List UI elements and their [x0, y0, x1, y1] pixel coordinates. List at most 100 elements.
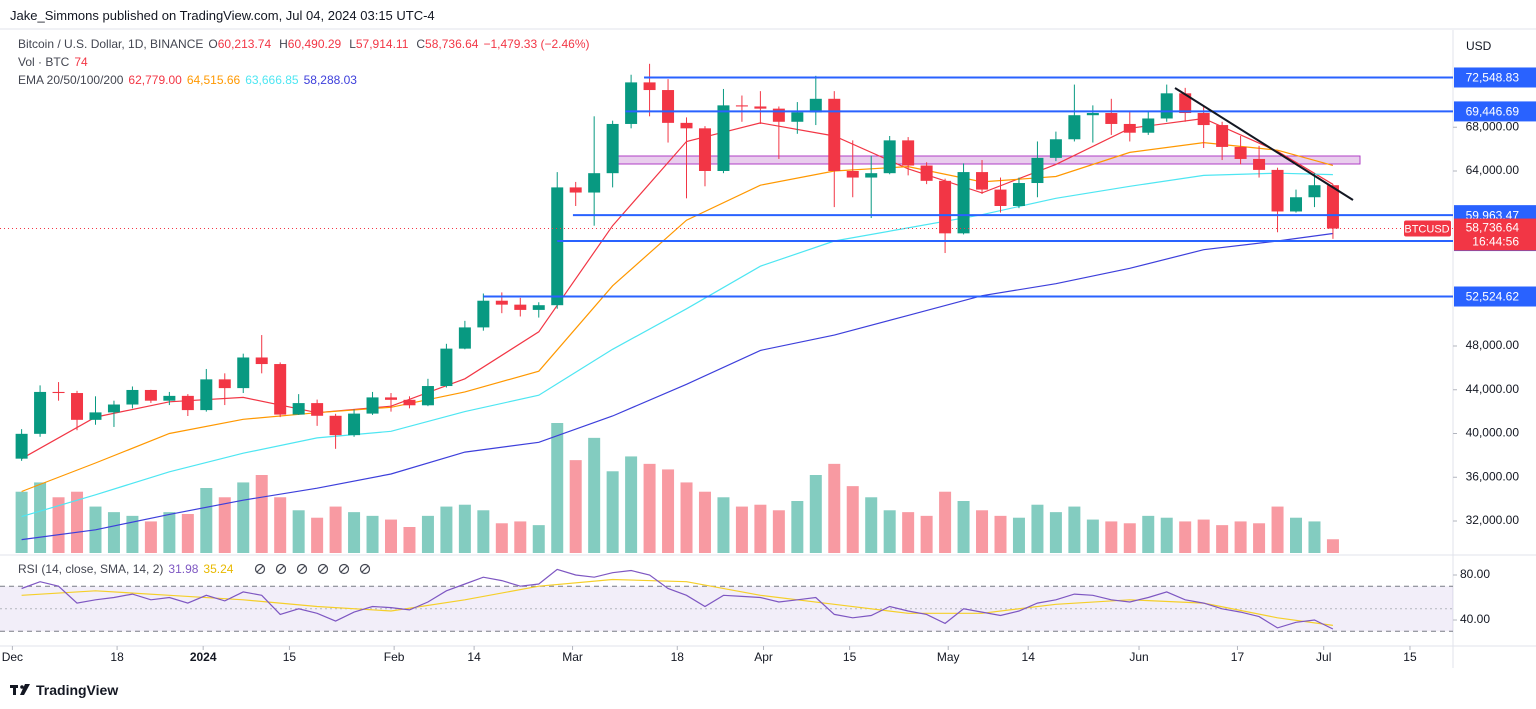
symbol-tag-box [1404, 220, 1451, 237]
volume-value: 74 [74, 55, 88, 69]
candle-body [126, 389, 139, 405]
candle-body [1308, 185, 1321, 198]
volume-bar [71, 491, 84, 553]
trend-line [1174, 87, 1354, 201]
volume-bar [15, 491, 28, 553]
candle-body [514, 304, 527, 310]
volume-bar [1049, 512, 1062, 553]
candle-body [181, 395, 194, 411]
candle-body [292, 403, 305, 415]
ema-line [21, 141, 1334, 493]
candle-body [1031, 157, 1044, 184]
volume-bar [311, 517, 324, 553]
y-tick-label: 64,000.00 [1466, 163, 1520, 177]
x-tick-label: 15 [843, 650, 857, 664]
volume-bar [698, 491, 711, 553]
volume-bar [680, 482, 693, 553]
byline: Jake_Simmons published on TradingView.co… [10, 8, 435, 23]
volume-bar [717, 497, 730, 553]
x-tick-label: Jul [1316, 650, 1331, 664]
volume-bar [883, 510, 896, 553]
logo-icon [10, 684, 30, 695]
candle-body [218, 379, 231, 389]
x-tick-label: Apr [754, 650, 773, 664]
volume-bar [1160, 517, 1173, 553]
rsi-title: RSI (14, close, SMA, 14, 2) [18, 562, 164, 576]
ohlc-value: 60,213.74 [217, 37, 272, 51]
candle-body [569, 187, 582, 193]
volume-bar [1086, 519, 1099, 553]
level-label: 72,548.83 [1466, 71, 1520, 85]
volume-bar [274, 497, 287, 553]
candle-body [144, 389, 157, 401]
volume-bar [126, 515, 139, 553]
candle-body [1160, 93, 1173, 119]
volume-bar [754, 504, 767, 553]
ema-line [21, 172, 1333, 518]
candle-body [1216, 125, 1229, 147]
volume-name: Vol · BTC [18, 55, 70, 69]
candle-body [532, 305, 545, 310]
candle-body [403, 399, 416, 406]
level-label: 69,446.69 [1466, 105, 1520, 119]
ema-line [21, 232, 1333, 541]
volume-bar [107, 512, 120, 553]
volume-bar [200, 488, 213, 553]
volume-bar [34, 482, 47, 553]
candle-body [15, 433, 28, 459]
ema-label: EMA 20/50/100/200 [18, 73, 124, 87]
candle-body [477, 300, 490, 328]
rsi-sma-line [21, 578, 1333, 626]
volume-bar [292, 510, 305, 553]
candle-body [1197, 113, 1210, 126]
candle-body [1049, 139, 1062, 158]
rsi-tick-label: 80.00 [1460, 567, 1490, 581]
x-tick-label: Feb [384, 650, 405, 664]
candle-body [329, 415, 342, 436]
volume-bar [1031, 504, 1044, 553]
ema-value: 63,666.85 [245, 73, 299, 87]
candle-body [754, 106, 767, 109]
y-tick-label: 36,000.00 [1466, 469, 1520, 483]
volume-bar [385, 519, 398, 553]
volume-bar [514, 521, 527, 553]
x-tick-label: 15 [283, 650, 297, 664]
x-tick-label: 2024 [190, 650, 217, 664]
volume-bar [1105, 521, 1118, 553]
x-tick-label: 18 [671, 650, 685, 664]
candle-body [606, 123, 619, 174]
x-tick-label: Mar [562, 650, 583, 664]
candle-body [625, 82, 638, 124]
ohlc-value: 57,914.11 [355, 37, 409, 51]
candle-body [976, 172, 989, 190]
candle-body [34, 391, 47, 434]
candle-body [1253, 158, 1266, 170]
candle-body [698, 128, 711, 171]
current-price-label: 58,736.64 [1466, 221, 1520, 235]
volume-bar [1234, 521, 1247, 553]
volume-bar [1308, 521, 1321, 553]
volume-bar [1179, 521, 1192, 553]
candle-body [680, 122, 693, 129]
candle-body [348, 413, 361, 436]
rsi-tick-label: 40.00 [1460, 612, 1490, 626]
volume-bar [329, 506, 342, 553]
brand: TradingView [36, 682, 119, 698]
rsi-legend: RSI (14, close, SMA, 14, 2) 31.98 35.24 [18, 562, 233, 576]
candle-body [421, 386, 434, 406]
ohlc: O60,213.74 H60,490.29 L57,914.11 C58,736.64 [208, 37, 478, 51]
symbol-legend: Bitcoin / U.S. Dollar, 1D, BINANCE O60,2… [18, 37, 590, 51]
candle-body [809, 98, 822, 113]
volume-bar [994, 515, 1007, 553]
volume-bar [828, 463, 841, 553]
volume-bar [52, 497, 65, 553]
ohlc-value: 60,490.29 [287, 37, 342, 51]
level-layer: 72,548.8369,446.6959,963.4757,593.7552,5… [0, 67, 1536, 307]
candle-body [643, 82, 656, 91]
candle-body [883, 140, 896, 174]
x-tick-label: May [937, 650, 960, 664]
countdown: 16:44:56 [1472, 235, 1519, 249]
volume-layer [15, 423, 1339, 553]
volume-bar [957, 501, 970, 553]
